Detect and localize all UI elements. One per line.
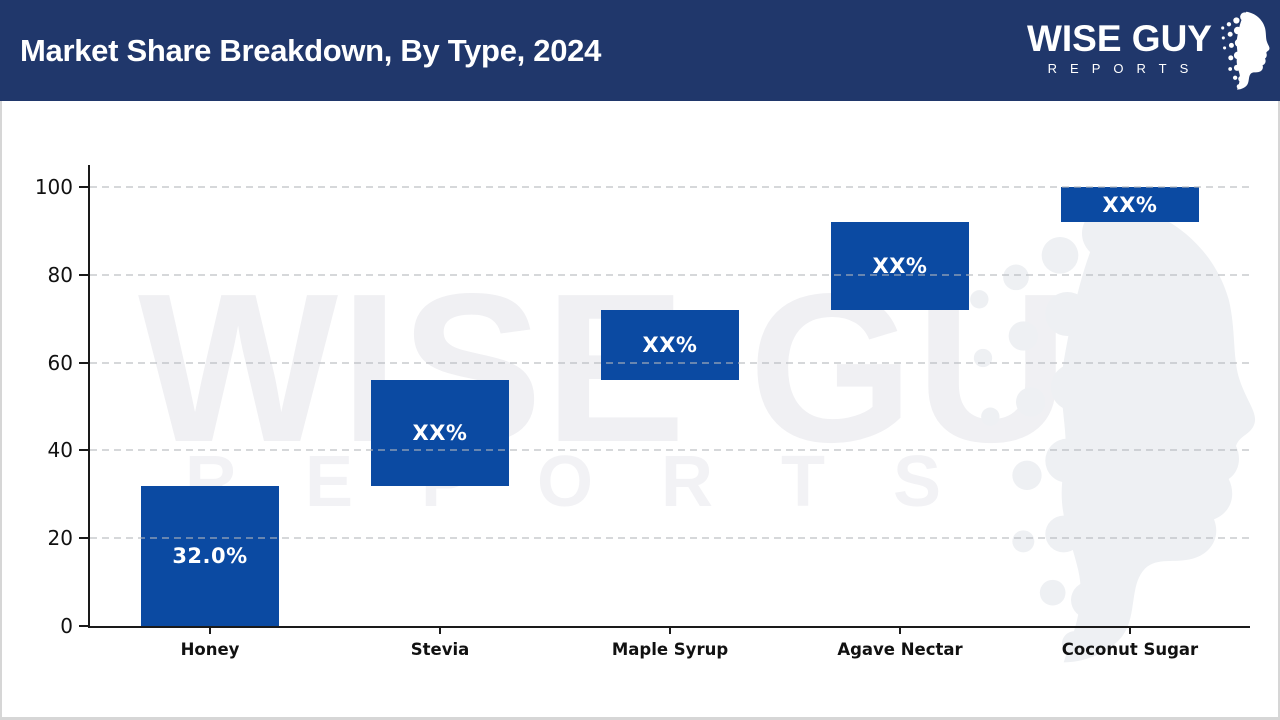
y-tick-mark-20	[79, 537, 88, 540]
y-tick-mark-60	[79, 361, 88, 364]
x-category-label-stevia: Stevia	[410, 640, 470, 659]
y-tick-mark-80	[79, 273, 88, 276]
x-tick-mark-honey	[209, 628, 211, 634]
bar-value-label-honey: 32.0%	[172, 543, 248, 568]
bar-honey	[141, 485, 279, 626]
y-tick-mark-40	[79, 449, 88, 452]
x-tick-mark-maple-syrup	[669, 628, 671, 634]
gridline-40	[90, 449, 1250, 452]
x-category-label-maple-syrup: Maple Syrup	[611, 640, 729, 659]
wise-guy-face-icon	[1214, 10, 1270, 92]
gridline-100	[90, 186, 1250, 188]
brand-logo: WISE GUY REPORTS	[1020, 8, 1270, 94]
y-tick-label-60: 60	[47, 350, 73, 375]
y-tick-mark-100	[79, 186, 88, 188]
bar-value-label-coconut-sugar: XX%	[1102, 192, 1158, 217]
gridline-20	[90, 537, 1250, 540]
page-title: Market Share Breakdown, By Type, 2024	[20, 32, 602, 68]
y-axis-line	[88, 165, 90, 628]
x-tick-mark-coconut-sugar	[1129, 628, 1131, 634]
bar-coconut-sugar	[1061, 187, 1199, 223]
gridline-60	[90, 361, 1250, 364]
watermark-reports: REPORTS	[185, 442, 1010, 522]
brand-wordmark: WISE GUY REPORTS	[1027, 20, 1212, 77]
x-tick-mark-stevia	[439, 628, 441, 634]
watermark-face-icon	[928, 196, 1258, 674]
gridline-80	[90, 273, 1250, 276]
bar-value-label-stevia: XX%	[412, 420, 468, 445]
y-tick-label-40: 40	[47, 438, 73, 463]
brand-name: WISE GUY	[1026, 18, 1212, 59]
x-category-label-coconut-sugar: Coconut Sugar	[1061, 640, 1199, 659]
bar-value-label-maple-syrup: XX%	[642, 333, 698, 358]
y-tick-label-0: 0	[60, 614, 73, 638]
bar-stevia	[371, 380, 509, 486]
bar-value-label-agave-nectar: XX%	[872, 254, 928, 278]
x-tick-mark-agave-nectar	[899, 628, 901, 634]
y-tick-label-20: 20	[47, 526, 73, 551]
bar-agave-nectar	[831, 222, 969, 310]
x-category-label-honey: Honey	[180, 640, 240, 659]
y-tick-label-80: 80	[47, 262, 73, 287]
y-tick-label-100: 100	[34, 175, 73, 199]
bar-maple-syrup	[601, 309, 739, 381]
header-bar: Market Share Breakdown, By Type, 2024 WI…	[0, 0, 1280, 101]
y-tick-mark-0	[79, 625, 88, 627]
x-axis-line	[88, 626, 1250, 628]
x-category-label-agave-nectar: Agave Nectar	[837, 640, 963, 659]
brand-subname: REPORTS	[1047, 61, 1202, 76]
